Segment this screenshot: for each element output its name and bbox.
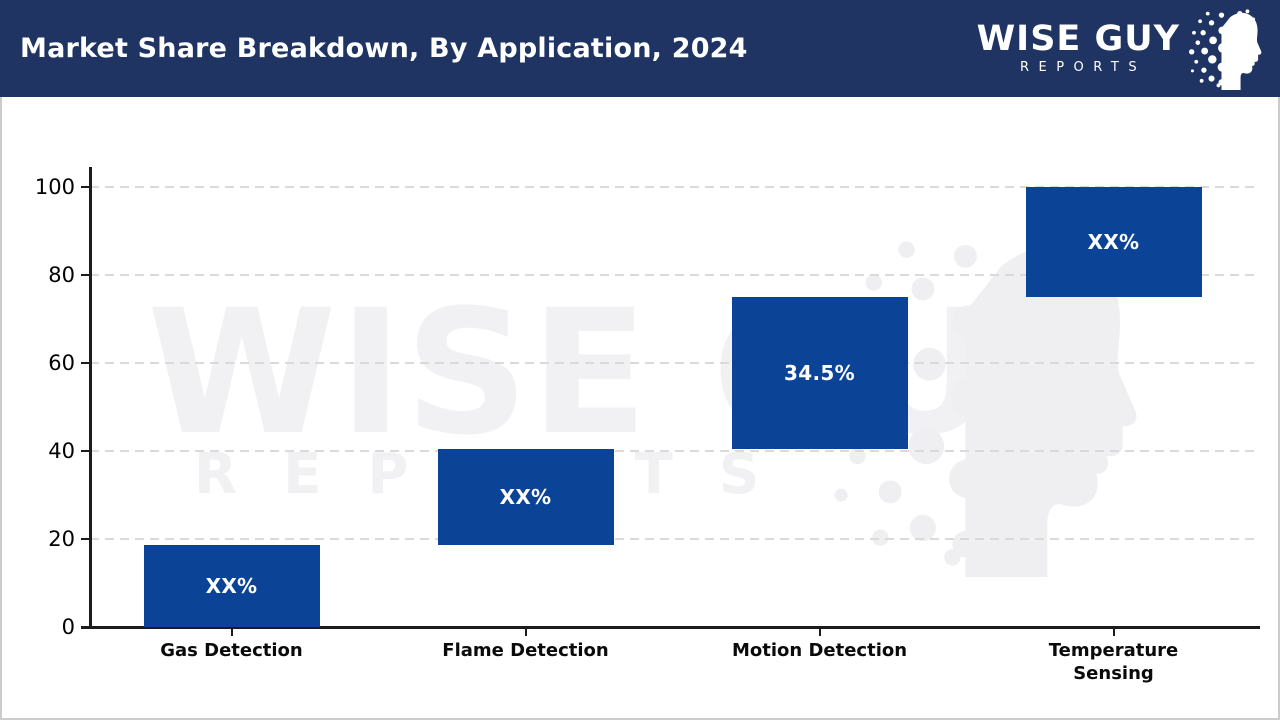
y-tick-100 [81, 185, 89, 189]
y-tick-label-60: 60 [48, 350, 75, 375]
y-tick-label-80: 80 [48, 262, 75, 287]
x-category-label: Gas Detection [160, 640, 303, 661]
gridline-40 [90, 449, 1260, 452]
logo-reports-text: REPORTS [1019, 59, 1147, 75]
logo-text: WISE GUY REPORTS [977, 21, 1180, 75]
bar-gas-detection: XX% [143, 544, 320, 627]
y-axis-line [89, 166, 92, 628]
gridline-60 [90, 361, 1260, 364]
wise-guy-reports-logo: WISE GUY REPORTS [977, 6, 1262, 90]
gridline-20 [90, 537, 1260, 540]
x-category-label: Flame Detection [442, 640, 609, 661]
y-tick-80 [81, 273, 89, 277]
bar-value-label: XX% [499, 484, 552, 509]
bar-flame-detection: XX% [437, 448, 614, 545]
y-tick-label-100: 100 [34, 174, 75, 199]
x-tick-0 [230, 628, 233, 636]
gridline-80 [90, 273, 1260, 276]
y-tick-20 [81, 537, 89, 541]
x-category-label: Motion Detection [731, 640, 908, 661]
y-tick-40 [81, 449, 89, 453]
gridline-100 [90, 185, 1260, 188]
page-title: Market Share Breakdown, By Application, … [20, 33, 748, 64]
bar-value-label: XX% [1087, 229, 1140, 254]
y-tick-60 [81, 361, 89, 365]
y-tick-label-40: 40 [48, 438, 75, 463]
bar-temperature-sensing: XX% [1025, 186, 1202, 297]
bar-value-label: 34.5% [784, 360, 855, 385]
x-tick-2 [818, 628, 821, 636]
x-tick-3 [1112, 628, 1115, 636]
y-tick-label-0: 0 [61, 615, 75, 639]
header-bar: Market Share Breakdown, By Application, … [0, 0, 1280, 97]
y-tick-label-20: 20 [48, 526, 75, 551]
x-tick-1 [524, 628, 527, 636]
x-category-label: Temperature Sensing [1048, 640, 1179, 684]
bar-value-label: XX% [205, 573, 258, 598]
x-axis-line [84, 626, 1260, 629]
bar-motion-detection: 34.5% [731, 296, 908, 449]
logo-wiseguy-text: WISE GUY [976, 19, 1180, 60]
dotted-face-icon [1189, 9, 1262, 90]
